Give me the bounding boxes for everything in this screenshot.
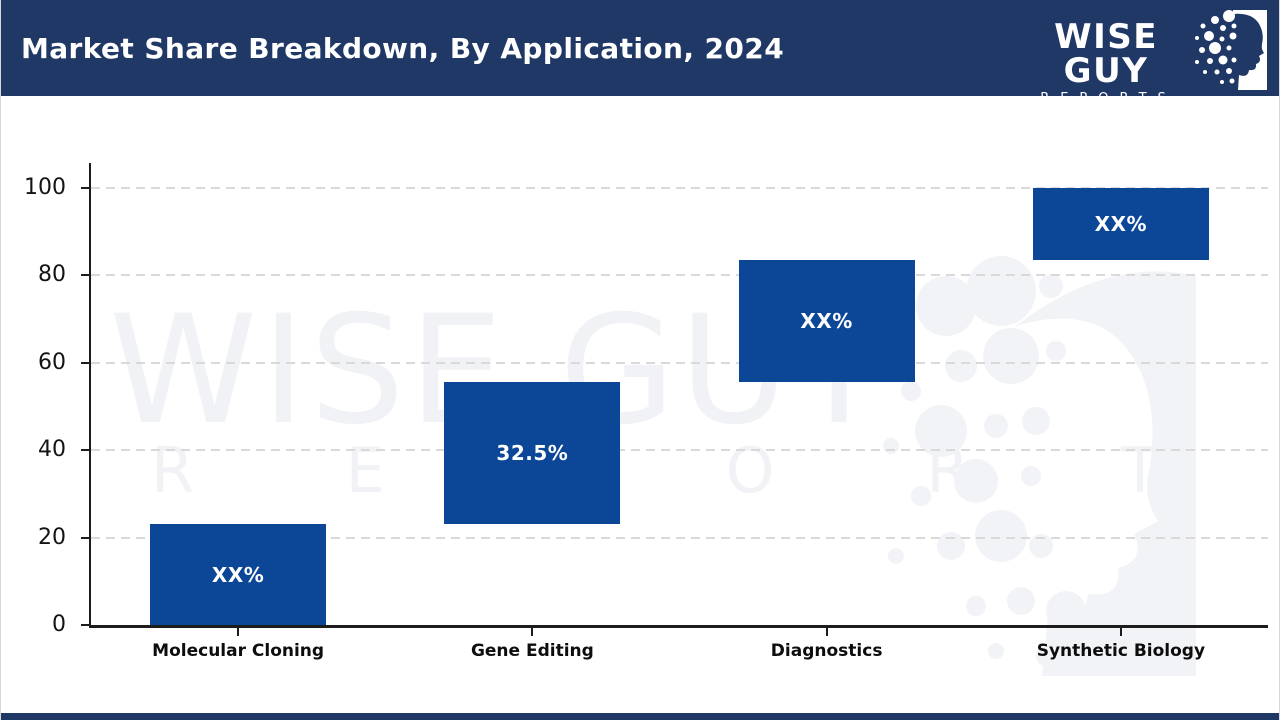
x-axis-tick — [531, 628, 534, 636]
y-axis-tick — [81, 449, 89, 451]
logo-subtitle: REPORTS — [1040, 91, 1177, 106]
y-axis-tick — [81, 624, 89, 626]
x-axis-tick — [237, 628, 240, 636]
x-axis-tick — [1119, 628, 1122, 636]
header-band: Market Share Breakdown, By Application, … — [1, 0, 1279, 106]
bar-value-label: XX% — [211, 562, 265, 587]
x-axis-tick — [825, 628, 828, 636]
logo-text: WISE GUY REPORTS — [1017, 20, 1195, 106]
bar-gene-editing: 32.5% — [444, 382, 621, 525]
bar-diagnostics: XX% — [738, 259, 915, 383]
wise-guy-reports-logo: WISE GUY REPORTS — [1017, 6, 1267, 106]
y-axis-tick-label: 60 — [38, 349, 66, 375]
bar-value-label: XX% — [1094, 211, 1148, 236]
y-axis-tick-label: 0 — [52, 612, 66, 637]
y-axis-tick-label: 20 — [38, 524, 66, 550]
logo-wordmark: WISE GUY — [1054, 17, 1158, 91]
x-axis-category-label: Gene Editing — [470, 641, 594, 661]
bar-value-label: 32.5% — [496, 441, 569, 466]
y-axis-tick — [81, 186, 89, 189]
bar-value-label: XX% — [800, 308, 853, 333]
gridline-y80 — [91, 274, 1268, 276]
gridline-y100 — [91, 186, 1268, 189]
y-axis-tick — [81, 536, 89, 539]
x-axis-category-label: Synthetic Biology — [1036, 641, 1206, 661]
x-axis-category-label: Diagnostics — [770, 641, 883, 661]
gridline-y20 — [91, 536, 1268, 539]
bar-molecular-cloning: XX% — [150, 524, 327, 625]
gridline-y60 — [91, 361, 1268, 364]
page-title: Market Share Breakdown, By Application, … — [21, 31, 785, 65]
y-axis-tick-label: 100 — [24, 174, 66, 200]
logo-head-icon — [1195, 10, 1267, 90]
footer-band — [1, 713, 1279, 720]
y-axis-tick-label: 80 — [38, 262, 66, 287]
x-axis-category-label: Molecular Cloning — [152, 641, 325, 661]
y-axis-tick — [81, 361, 89, 364]
bar-synthetic-biology: XX% — [1032, 187, 1209, 260]
y-axis-tick — [81, 274, 89, 276]
gridline-y40 — [91, 449, 1268, 451]
plot-area: 0 20 40 60 80 100 XX% Molecular Cloning 32.5% Gen… — [24, 163, 1268, 661]
y-axis-tick-label: 40 — [38, 437, 66, 462]
